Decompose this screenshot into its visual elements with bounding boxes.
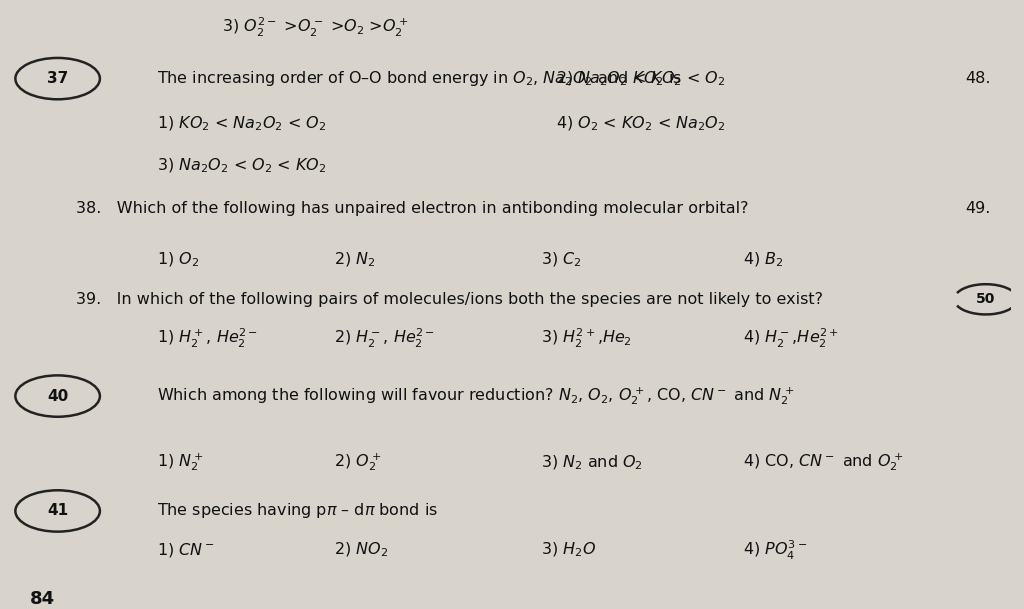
Text: 4) $O_2$ < $KO_2$ < $Na_2O_2$: 4) $O_2$ < $KO_2$ < $Na_2O_2$ bbox=[556, 114, 725, 133]
Text: 2) $Na_2O_2$ < $KO_2$ < $O_2$: 2) $Na_2O_2$ < $KO_2$ < $O_2$ bbox=[556, 69, 725, 88]
Text: 3) $H_2^{2+}$,$He_2$: 3) $H_2^{2+}$,$He_2$ bbox=[541, 327, 632, 350]
Text: 2) $NO_2$: 2) $NO_2$ bbox=[334, 541, 388, 560]
Text: 2) $N_2$: 2) $N_2$ bbox=[334, 251, 375, 269]
Text: 1) $H_2^+$, $He_2^{2-}$: 1) $H_2^+$, $He_2^{2-}$ bbox=[157, 327, 258, 350]
Text: 3) $H_2O$: 3) $H_2O$ bbox=[541, 541, 596, 560]
Text: 1) $KO_2$ < $Na_2O_2$ < $O_2$: 1) $KO_2$ < $Na_2O_2$ < $O_2$ bbox=[157, 114, 326, 133]
Text: 38.   Which of the following has unpaired electron in antibonding molecular orbi: 38. Which of the following has unpaired … bbox=[76, 201, 749, 216]
Text: Which among the following will favour reduction? $N_2$, $O_2$, $O_2^+$, CO, $CN^: Which among the following will favour re… bbox=[157, 385, 795, 407]
Text: The species having p$\pi$ – d$\pi$ bond is: The species having p$\pi$ – d$\pi$ bond … bbox=[157, 501, 438, 521]
Text: 49.: 49. bbox=[966, 201, 991, 216]
Text: 1) $O_2$: 1) $O_2$ bbox=[157, 251, 199, 269]
Text: 3) $Na_2O_2$ < $O_2$ < $KO_2$: 3) $Na_2O_2$ < $O_2$ < $KO_2$ bbox=[157, 157, 326, 175]
Text: 84: 84 bbox=[31, 590, 55, 608]
Text: 1) $N_2^+$: 1) $N_2^+$ bbox=[157, 452, 204, 473]
Text: The increasing order of O–O bond energy in $O_2$, $Na_2O_2$ and $KO_2$ is: The increasing order of O–O bond energy … bbox=[157, 69, 682, 88]
Text: 3) $O_2^{2-}$ >$O_2^-$ >$O_2$ >$O_2^+$: 3) $O_2^{2-}$ >$O_2^-$ >$O_2$ >$O_2^+$ bbox=[222, 16, 409, 39]
Text: 4) $PO_4^{3-}$: 4) $PO_4^{3-}$ bbox=[743, 539, 808, 562]
Text: 39.   In which of the following pairs of molecules/ions both the species are not: 39. In which of the following pairs of m… bbox=[76, 292, 823, 307]
Text: 3) $C_2$: 3) $C_2$ bbox=[541, 251, 582, 269]
Text: 37: 37 bbox=[47, 71, 69, 86]
Text: 1) $CN^-$: 1) $CN^-$ bbox=[157, 541, 215, 559]
Text: 4) $H_2^-$,$He_2^{2+}$: 4) $H_2^-$,$He_2^{2+}$ bbox=[743, 327, 840, 350]
Text: 3) $N_2$ and $O_2$: 3) $N_2$ and $O_2$ bbox=[541, 453, 643, 472]
Text: 50: 50 bbox=[976, 292, 995, 306]
Text: 2) $O_2^+$: 2) $O_2^+$ bbox=[334, 452, 381, 473]
Text: 48.: 48. bbox=[966, 71, 991, 86]
Text: 41: 41 bbox=[47, 504, 69, 518]
Text: 4) $B_2$: 4) $B_2$ bbox=[743, 251, 783, 269]
Text: 2) $H_2^-$, $He_2^{2-}$: 2) $H_2^-$, $He_2^{2-}$ bbox=[334, 327, 435, 350]
Text: 4) CO, $CN^-$ and $O_2^+$: 4) CO, $CN^-$ and $O_2^+$ bbox=[743, 452, 903, 473]
Text: 40: 40 bbox=[47, 389, 69, 404]
